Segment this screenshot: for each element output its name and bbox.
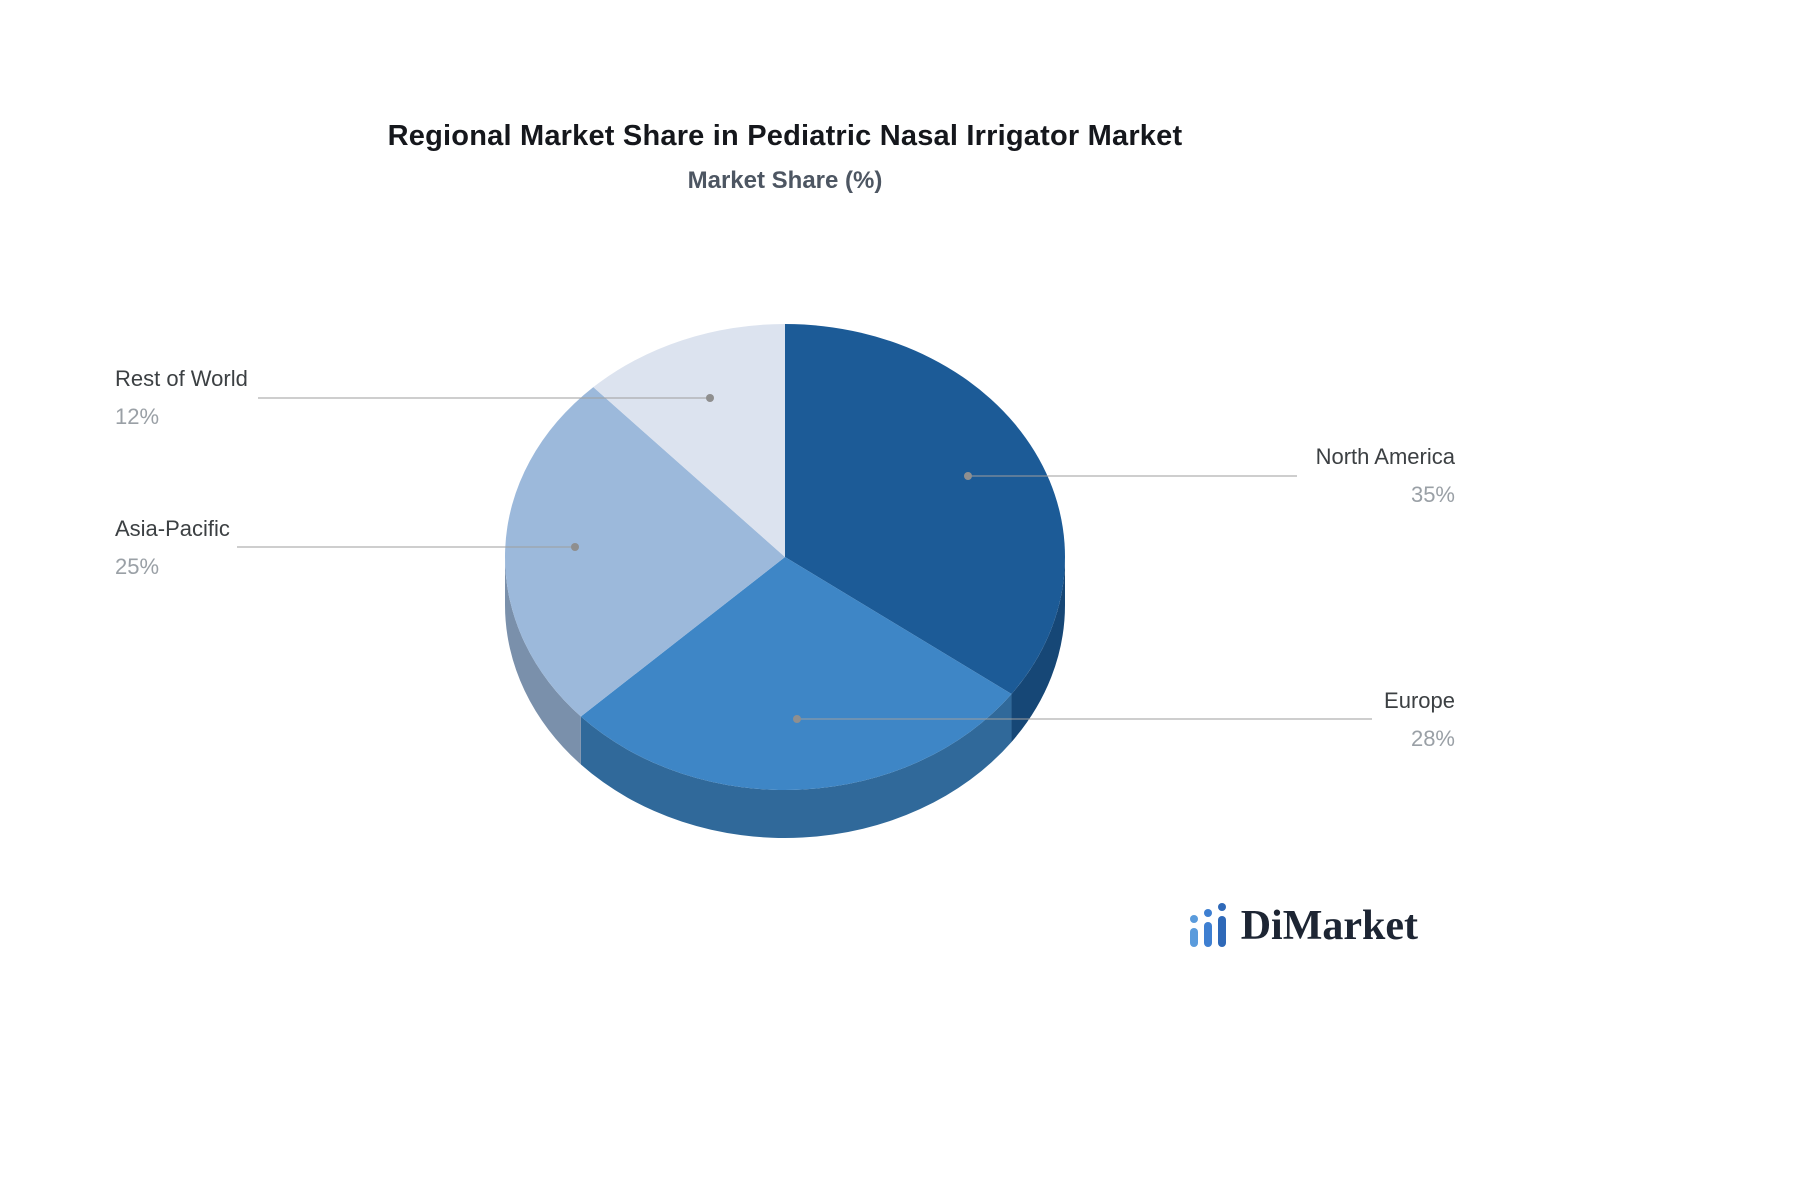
slice-label: North America (1315, 444, 1455, 469)
chart-title: Regional Market Share in Pediatric Nasal… (387, 120, 1183, 152)
callout-dot-europe (793, 715, 801, 723)
pie-slice-rest-of-world[interactable] (593, 324, 785, 557)
bar-chart-icon (1189, 903, 1226, 947)
callout-north-america: North America 35% (1316, 444, 1455, 508)
callout-dot-asia-pacific (571, 543, 579, 551)
slice-label: Europe (1384, 688, 1455, 713)
callout-europe: Europe 28% (1384, 688, 1455, 752)
pie-slice-side-europe (580, 693, 1012, 838)
slice-percent: 12% (115, 404, 160, 429)
pie-slice-europe[interactable] (580, 557, 1012, 790)
slice-label: Rest of World (115, 366, 248, 391)
slice-label: Asia-Pacific (115, 516, 230, 541)
dimarket-logo: DiMarket (1185, 901, 1418, 949)
callout-rest-of-world: Rest of World 12% (115, 366, 248, 430)
chart-subtitle: Market Share (%) (687, 167, 883, 194)
slice-percent: 25% (115, 554, 160, 579)
slice-percent: 28% (1410, 726, 1455, 751)
callout-dot-rest-of-world (706, 394, 714, 402)
callout-asia-pacific: Asia-Pacific 25% (115, 516, 230, 580)
logo-text: DiMarket (1240, 903, 1418, 949)
pie-slice-side-asia-pacific (505, 557, 581, 765)
pie-slice-side-north-america (1011, 557, 1065, 742)
pie-slice-asia-pacific[interactable] (505, 387, 785, 717)
slice-percent: 35% (1410, 482, 1455, 507)
pie-slice-north-america[interactable] (785, 324, 1065, 694)
callout-dot-north-america (964, 472, 972, 480)
